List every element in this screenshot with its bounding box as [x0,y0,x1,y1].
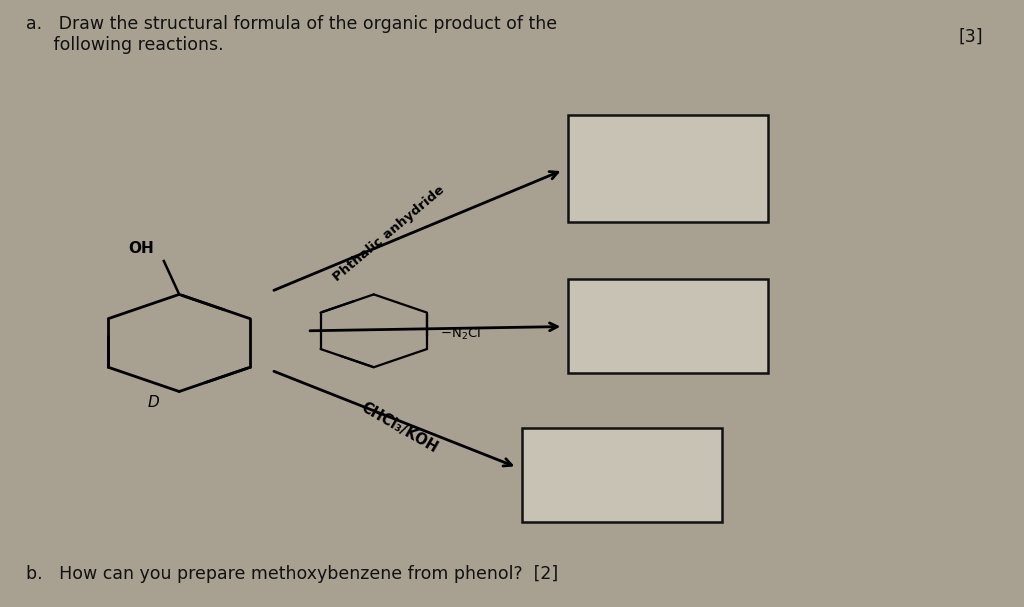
Bar [522,428,722,522]
Text: Phthalic anhydride: Phthalic anhydride [331,183,447,284]
Text: CHCl₃/KOH: CHCl₃/KOH [358,400,440,456]
Bar [568,115,768,222]
Text: following reactions.: following reactions. [26,36,223,55]
Bar [568,279,768,373]
Text: a.   Draw the structural formula of the organic product of the: a. Draw the structural formula of the or… [26,15,557,33]
Text: OH: OH [128,241,155,256]
Text: D: D [147,395,160,410]
Text: $-$N$_2$Cl: $-$N$_2$Cl [440,326,481,342]
Text: b.   How can you prepare methoxybenzene from phenol?  [2]: b. How can you prepare methoxybenzene fr… [26,565,558,583]
Text: [3]: [3] [958,27,983,46]
